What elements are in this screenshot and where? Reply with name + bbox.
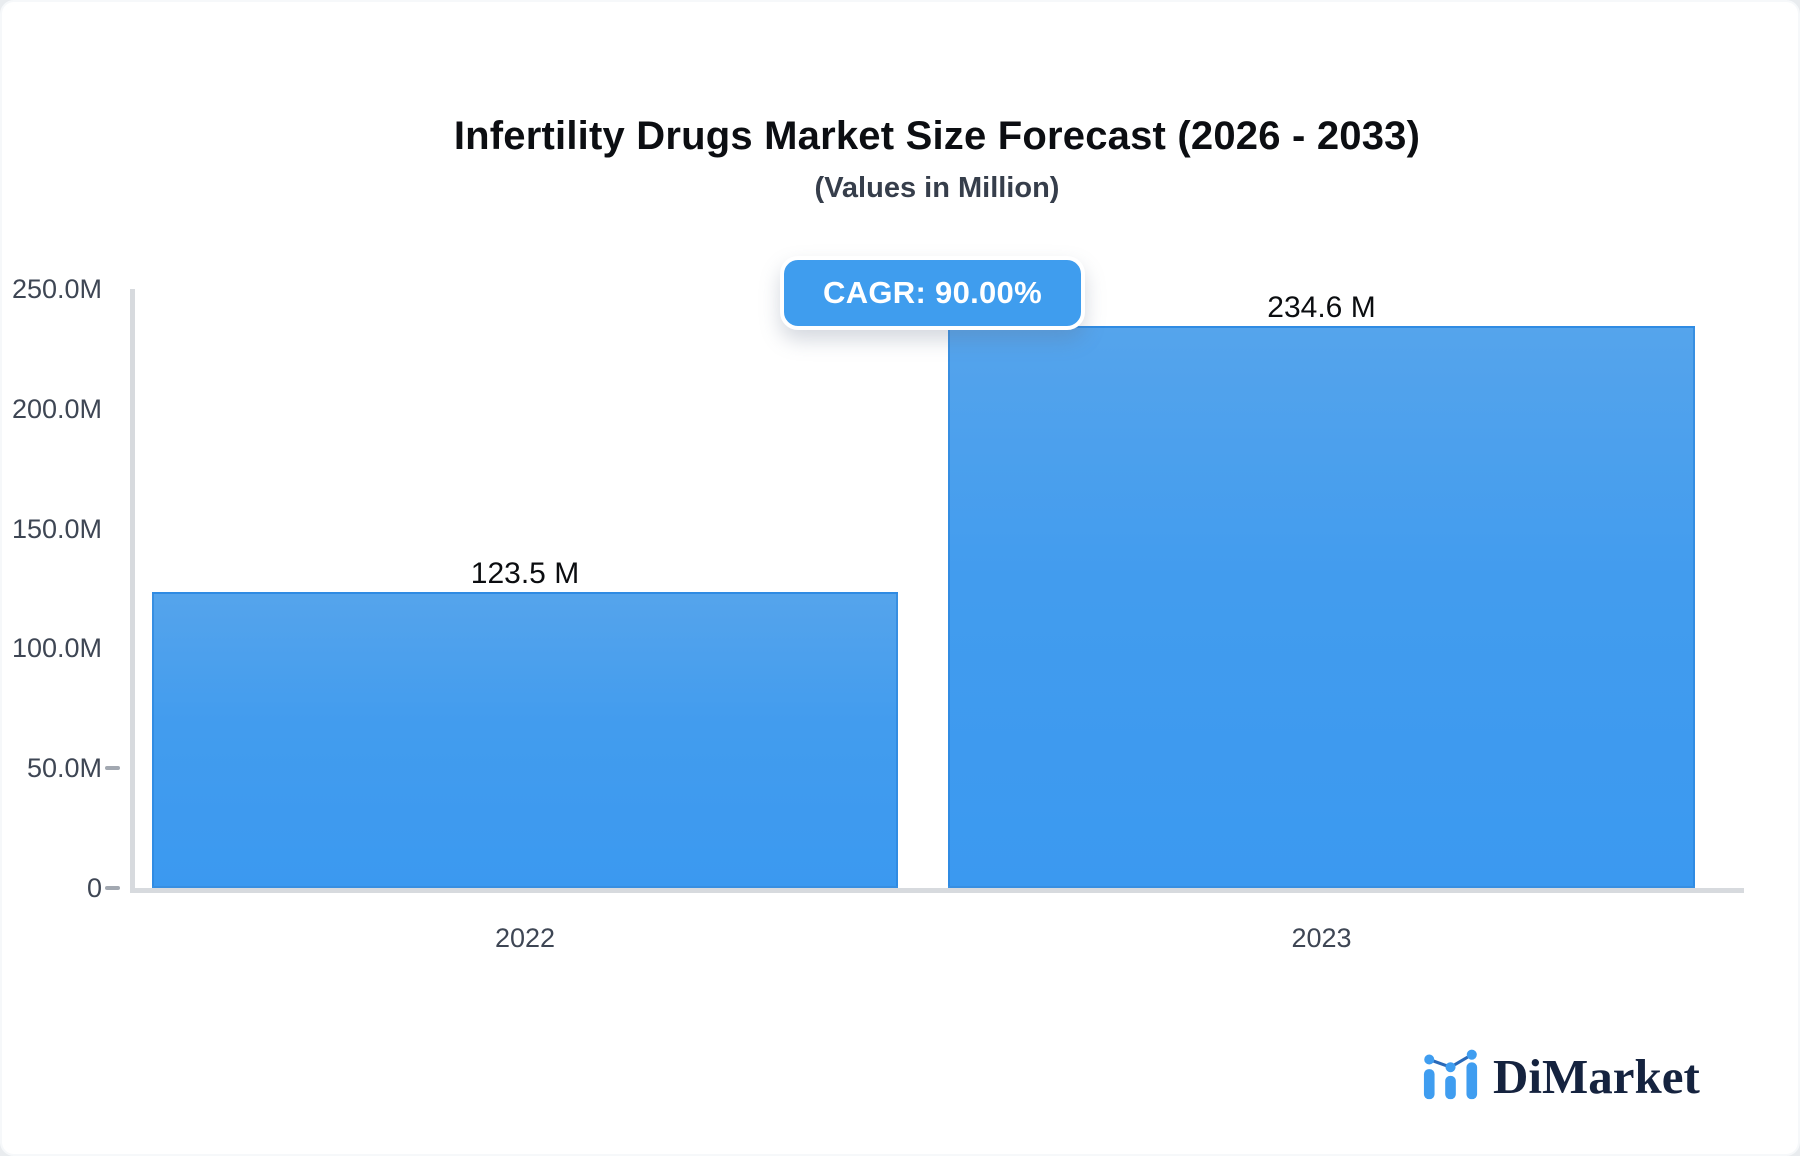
y-axis-tick-mark bbox=[105, 766, 120, 771]
y-axis-line bbox=[130, 289, 135, 893]
bar-value-label: 123.5 M bbox=[470, 557, 580, 591]
y-axis-tick-label: 150.0M bbox=[11, 513, 102, 544]
mini-bar-line-chart-icon bbox=[1422, 1048, 1480, 1104]
y-axis-tick-label: 100.0M bbox=[11, 633, 102, 664]
bar-2022[interactable] bbox=[152, 592, 898, 888]
y-axis-tick-mark bbox=[105, 886, 120, 890]
y-axis-tick-label: 0 bbox=[86, 873, 102, 903]
brand-logo-text: DiMarket bbox=[1493, 1049, 1700, 1104]
brand-logo: DiMarket bbox=[1422, 1042, 1700, 1104]
cagr-badge: CAGR: 90.00% bbox=[780, 256, 1085, 330]
x-axis-label: 2022 bbox=[494, 923, 556, 953]
y-axis-tick-label: 50.0M bbox=[26, 753, 102, 784]
bar-2023[interactable] bbox=[948, 325, 1695, 888]
bar-value-label: 234.6 M bbox=[1267, 290, 1376, 324]
chart-subtitle: (Values in Million) bbox=[814, 172, 1060, 204]
x-axis-line bbox=[130, 888, 1744, 893]
chart-title: Infertility Drugs Market Size Forecast (… bbox=[453, 114, 1421, 158]
y-axis-tick-label: 250.0M bbox=[11, 274, 102, 304]
x-axis-label: 2023 bbox=[1291, 923, 1352, 953]
y-axis-tick-label: 200.0M bbox=[11, 393, 102, 424]
cagr-badge-label: CAGR: 90.00% bbox=[823, 275, 1042, 310]
